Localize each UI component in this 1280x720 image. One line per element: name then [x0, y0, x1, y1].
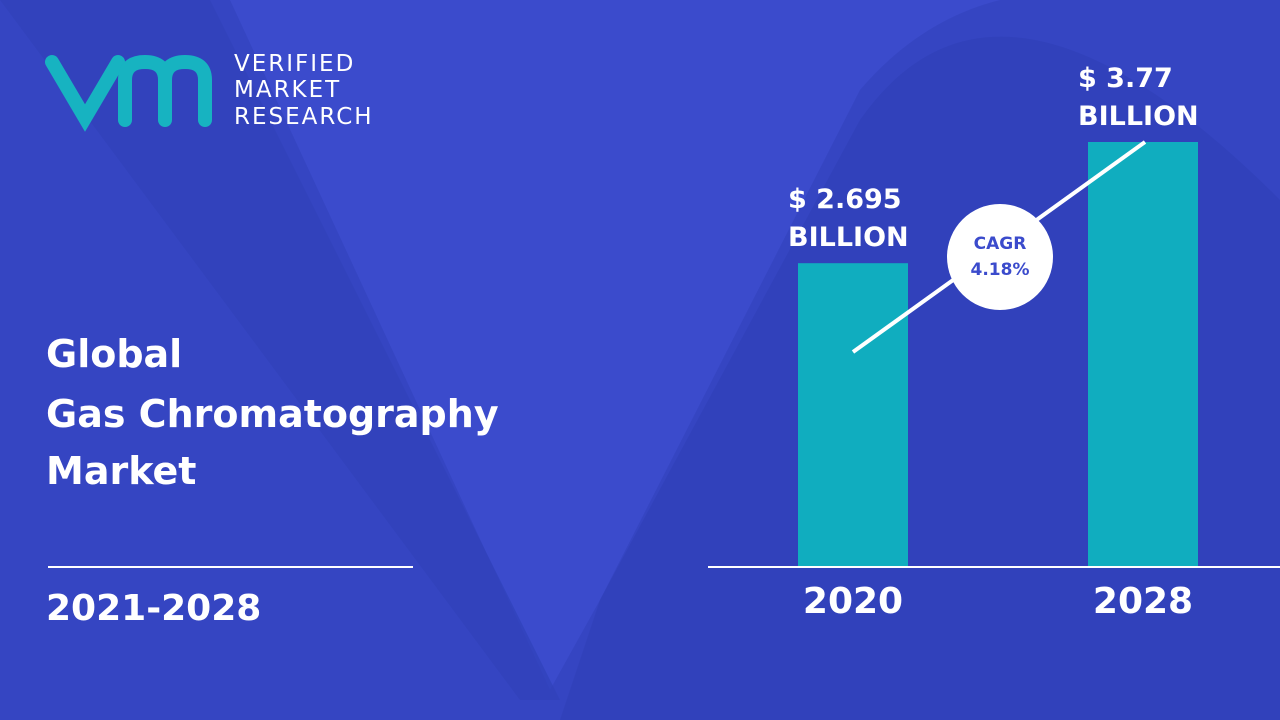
logo-m: [118, 54, 212, 127]
brand-line: RESEARCH: [234, 104, 374, 130]
brand-line: MARKET: [234, 77, 341, 103]
cagr-badge: [947, 204, 1053, 310]
title-line: Gas Chromatography: [46, 392, 499, 436]
cagr-label: CAGR: [974, 234, 1027, 254]
x-tick-label: 2020: [803, 581, 903, 622]
bar: [798, 263, 908, 567]
title-line: Market: [46, 449, 196, 493]
logo: [45, 54, 212, 132]
title-line: Global: [46, 332, 182, 376]
value-label: $ 2.695 BILLION: [788, 184, 909, 253]
bar: [1088, 142, 1198, 567]
logo-v: [45, 55, 125, 132]
cagr-value: 4.18%: [971, 260, 1030, 280]
plot: 2020 $ 2.695 BILLION 2028 $ 3.77 BILLION CAGR 4…: [708, 63, 1280, 622]
value-label: $ 3.77 BILLION: [1078, 63, 1199, 132]
x-tick-label: 2028: [1093, 581, 1193, 622]
brand-line: VERIFIED: [234, 51, 355, 77]
subtitle: 2021-2028: [46, 588, 261, 629]
